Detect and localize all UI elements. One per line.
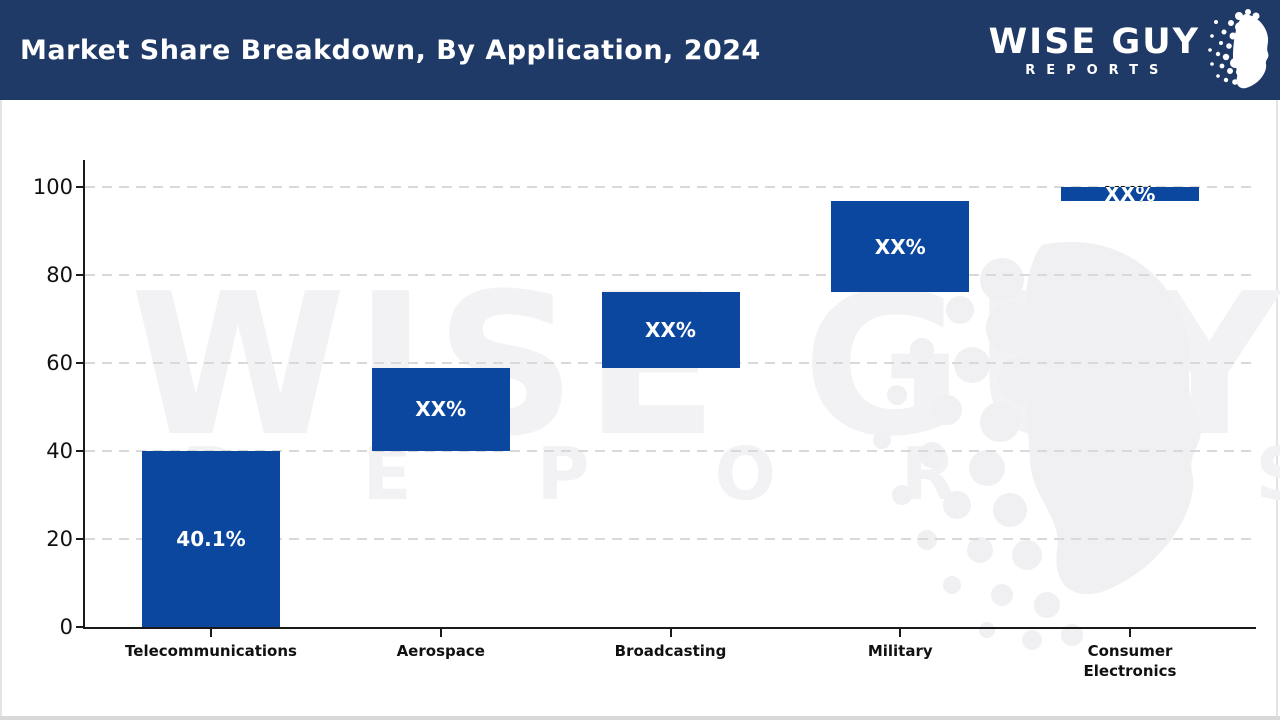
x-axis-tick (669, 629, 672, 637)
value-label: XX% (1104, 187, 1156, 202)
header: Market Share Breakdown, By Application, … (0, 0, 1280, 100)
category-label: Aerospace (396, 642, 485, 660)
value-label: XX% (415, 397, 467, 422)
category-label: Consumer Electronics (1083, 642, 1177, 681)
x-axis (83, 627, 1256, 629)
bar-segment: XX% (371, 367, 510, 451)
bar-segment: XX% (601, 292, 740, 368)
x-axis-tick (1129, 629, 1131, 637)
footer-strip (0, 716, 1280, 720)
y-axis-tick (76, 538, 84, 540)
category-label: Military (867, 642, 933, 660)
logo-face-icon (1208, 9, 1269, 89)
y-axis-tick (76, 450, 84, 452)
y-tick-label: 0 (59, 615, 73, 639)
y-tick-label: 60 (46, 351, 73, 375)
y-axis-tick (76, 362, 84, 364)
y-axis (83, 160, 85, 629)
page-title: Market Share Breakdown, By Application, … (20, 34, 761, 66)
bar-segment: XX% (1061, 187, 1199, 202)
logo-text: WISE GUY REPORTS (989, 24, 1200, 78)
y-tick-label: 100 (32, 175, 73, 199)
value-label: 40.1% (176, 526, 246, 551)
y-tick-label: 80 (46, 263, 73, 287)
y-tick-label: 20 (46, 527, 73, 551)
category-label: Broadcasting (614, 642, 727, 660)
y-axis-tick (76, 186, 84, 188)
bar-segment: 40.1% (142, 450, 280, 627)
wise-guy-logo: WISE GUY REPORTS (989, 6, 1272, 96)
gridline-100 (85, 186, 1256, 188)
y-axis-tick (76, 274, 84, 276)
category-label: Telecommunications (125, 642, 297, 660)
watermark-head-icon (873, 241, 1202, 650)
logo-wordmark: WISE GUY (988, 22, 1200, 63)
gridline-80 (85, 274, 1256, 276)
x-axis-tick (439, 629, 442, 637)
logo-subtitle: REPORTS (1025, 62, 1170, 78)
gridline-20 (85, 538, 1256, 540)
x-axis-tick (899, 629, 902, 637)
y-axis-tick (76, 626, 84, 628)
gridline-40 (85, 450, 1256, 452)
y-tick-label: 40 (46, 439, 73, 463)
x-axis-tick (210, 629, 212, 637)
bar-segment: XX% (831, 201, 970, 293)
value-label: XX% (874, 234, 926, 259)
value-label: XX% (645, 317, 696, 342)
